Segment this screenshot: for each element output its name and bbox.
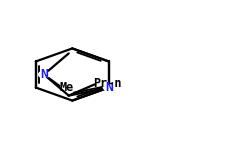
Text: N: N (105, 81, 113, 94)
Circle shape (104, 84, 114, 91)
Text: Me: Me (59, 81, 73, 94)
Text: N: N (40, 68, 48, 81)
Text: Pr-n: Pr-n (93, 77, 122, 90)
Circle shape (39, 71, 49, 78)
